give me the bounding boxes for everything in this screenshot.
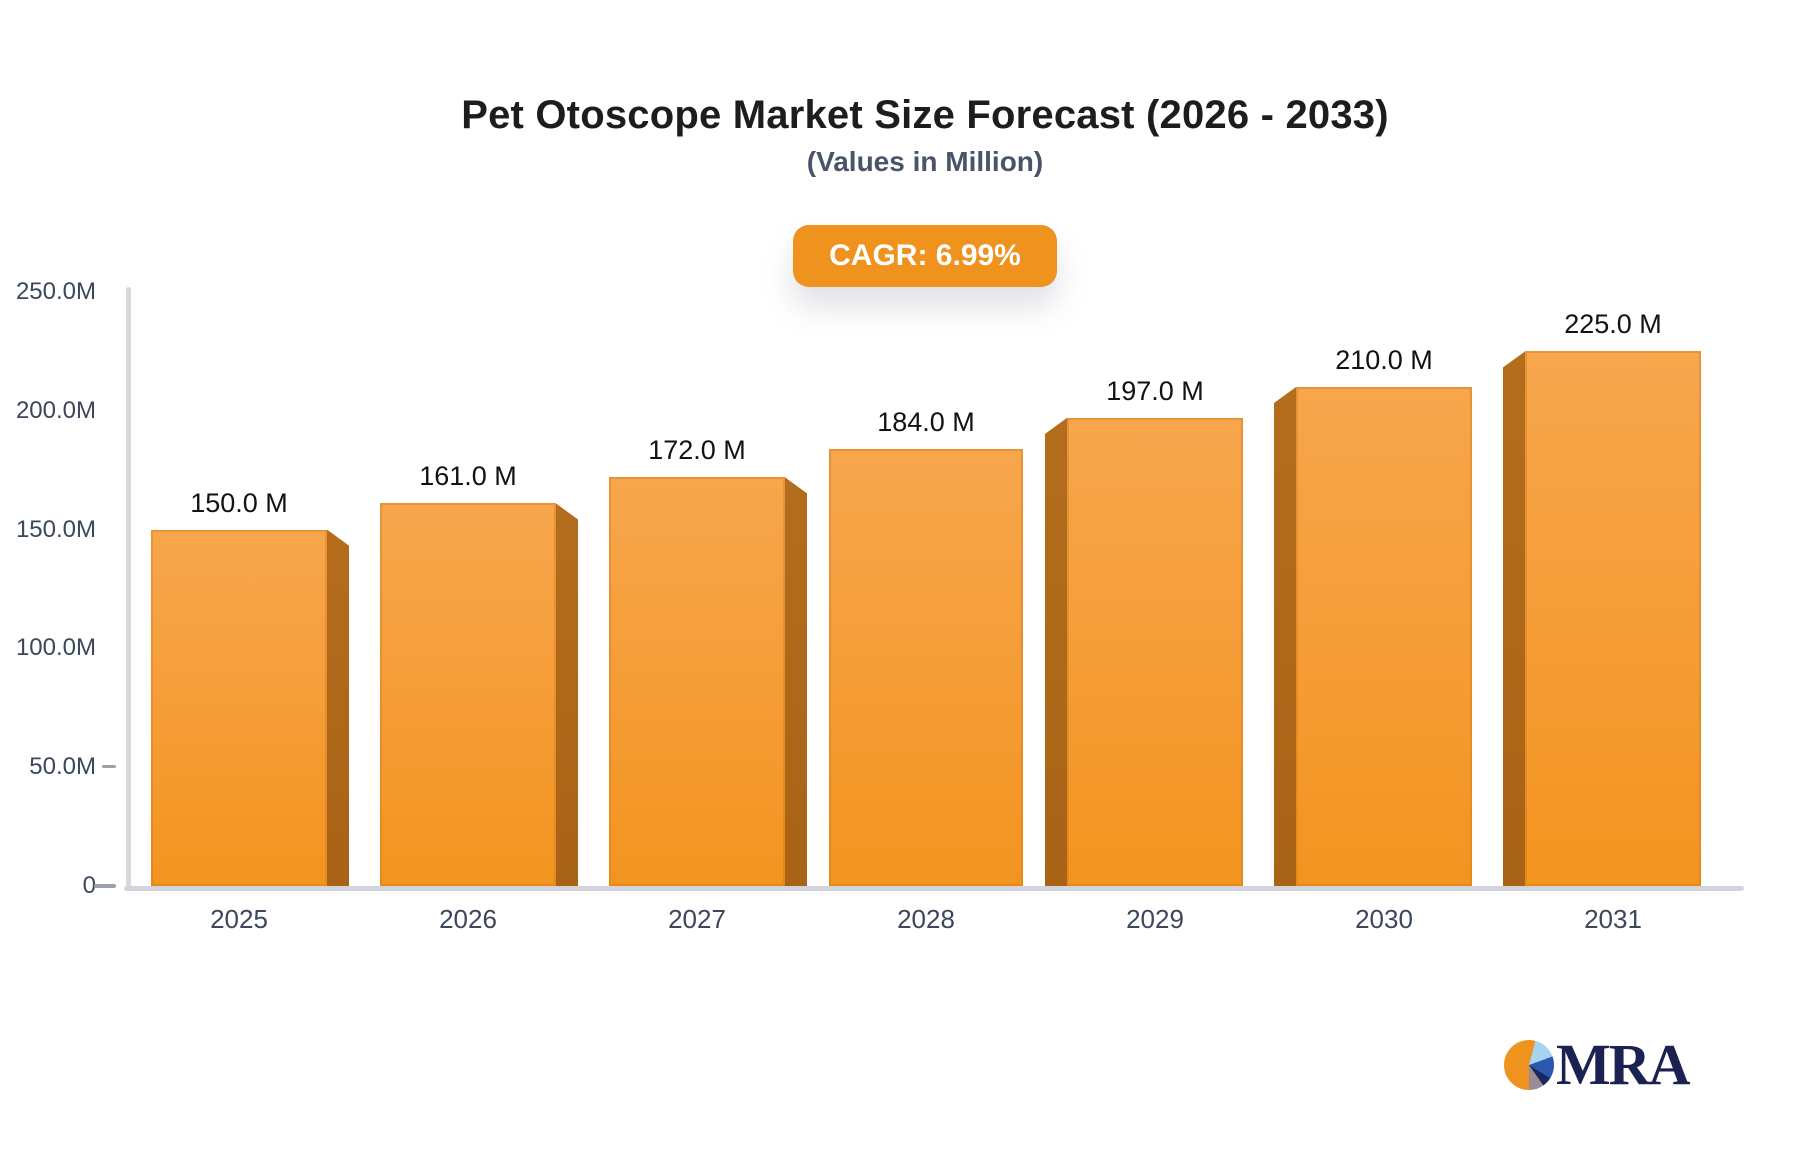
y-axis-label-50.0M: 50.0M [29, 753, 96, 781]
y-axis-label-150.0M: 150.0M [15, 515, 96, 543]
chart-subtitle: (Values in Million) [806, 146, 1044, 177]
bar-2029 [1067, 417, 1243, 886]
bar-2027 [609, 477, 785, 886]
y-axis-label-250.0M: 250.0M [15, 278, 96, 305]
bar-side-face [556, 503, 578, 886]
bar-side-face [327, 529, 349, 886]
x-axis-label-2031: 2031 [1584, 904, 1642, 934]
y-axis-tick [94, 884, 116, 888]
y-axis-label-0: 0 [82, 872, 96, 899]
bar-side-face [1274, 387, 1296, 886]
x-axis-line [124, 886, 1744, 891]
y-axis-tick [102, 765, 116, 769]
chart-title: Pet Otoscope Market Size Forecast (2026 … [461, 93, 1389, 137]
bar-2031 [1525, 351, 1701, 886]
bar-value-label: 150.0 M [190, 487, 288, 518]
bar-value-label: 225.0 M [1564, 309, 1662, 340]
bar-value-label: 210.0 M [1335, 345, 1433, 376]
x-axis-label-2026: 2026 [439, 904, 497, 934]
mra-logo: MRA [1504, 1032, 1691, 1097]
bar-side-face [785, 477, 807, 886]
bar-side-face [1503, 351, 1525, 886]
y-axis-label-100.0M: 100.0M [15, 634, 96, 662]
bar-2030 [1296, 387, 1472, 886]
chart-header: Pet Otoscope Market Size Forecast (2026 … [52, 0, 1798, 287]
bar-side-face [1045, 417, 1067, 886]
bar-2028 [829, 448, 1023, 886]
x-axis-label-2025: 2025 [210, 904, 268, 934]
logo-text: MRA [1556, 1032, 1691, 1097]
bar-2025 [151, 529, 327, 886]
bar-value-label: 172.0 M [648, 435, 746, 466]
x-axis-label-2030: 2030 [1355, 904, 1413, 934]
x-axis-label-2028: 2028 [897, 904, 955, 934]
cagr-badge: CAGR: 6.99% [793, 225, 1057, 287]
bar-value-label: 197.0 M [1106, 375, 1204, 406]
y-axis-line [126, 287, 131, 891]
y-axis-label-200.0M: 200.0M [15, 396, 96, 424]
bar-2026 [380, 503, 556, 886]
x-axis-label-2027: 2027 [668, 904, 726, 934]
bar-value-label: 161.0 M [419, 461, 517, 492]
x-axis-label-2029: 2029 [1126, 904, 1184, 934]
bar-value-label: 184.0 M [877, 406, 975, 437]
pie-chart-icon [1504, 1040, 1554, 1090]
